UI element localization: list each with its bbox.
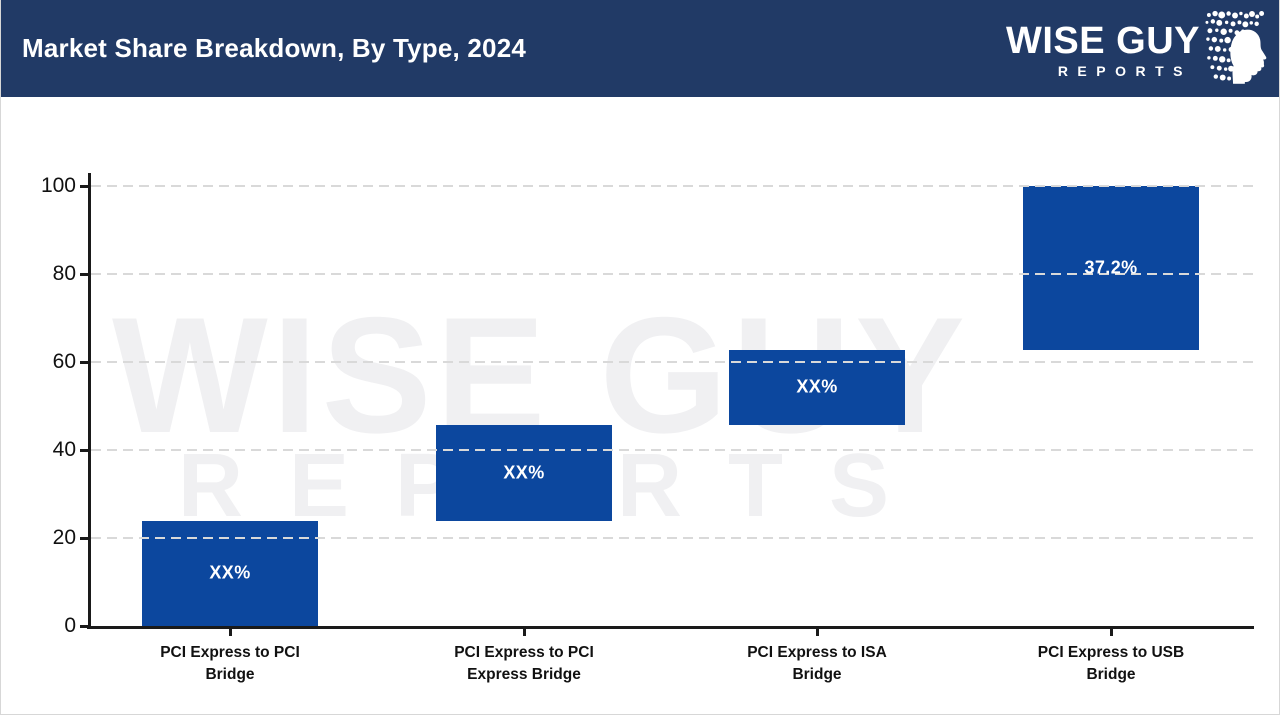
y-tick-label: 100 bbox=[40, 174, 76, 197]
y-tick-label: 0 bbox=[64, 614, 76, 637]
y-tick-mark bbox=[80, 625, 88, 628]
x-tick-mark bbox=[229, 628, 232, 636]
brand-logo-name: WISE GUY bbox=[1005, 20, 1200, 62]
bar-value-label: XX% bbox=[503, 462, 545, 483]
header-bar: Market Share Breakdown, By Type, 2024 WI… bbox=[0, 0, 1280, 97]
y-axis bbox=[88, 173, 91, 628]
y-tick-label: 60 bbox=[52, 350, 76, 373]
x-tick-label: PCI Express to ISA Bridge bbox=[747, 644, 887, 683]
x-tick-label: PCI Express to USB Bridge bbox=[1037, 644, 1185, 683]
x-tick-label: PCI Express to PCI Express Bridge bbox=[454, 644, 594, 683]
y-tick-mark bbox=[80, 449, 88, 452]
bar-value-label: XX% bbox=[796, 376, 838, 397]
brand-face-icon bbox=[1204, 10, 1268, 84]
y-tick-mark bbox=[80, 537, 88, 540]
brand-logo: WISE GUY REPORTS bbox=[1006, 6, 1268, 92]
x-tick-mark bbox=[1110, 628, 1113, 636]
x-tick-label: PCI Express to PCI Bridge bbox=[160, 644, 300, 683]
y-tick-mark bbox=[80, 185, 88, 188]
gridline bbox=[91, 361, 1253, 363]
gridline bbox=[91, 449, 1253, 451]
chart-title: Market Share Breakdown, By Type, 2024 bbox=[22, 33, 527, 63]
brand-logo-tagline: REPORTS bbox=[1057, 63, 1192, 79]
bar-value-label: XX% bbox=[209, 562, 251, 583]
y-tick-label: 20 bbox=[52, 526, 76, 549]
bar-value-label: 37.2% bbox=[1084, 257, 1138, 278]
gridline bbox=[91, 537, 1253, 539]
y-tick-mark bbox=[80, 361, 88, 364]
gridline bbox=[91, 273, 1253, 275]
bar-segment bbox=[436, 424, 612, 521]
bar-segment bbox=[1023, 186, 1199, 350]
x-tick-mark bbox=[816, 628, 819, 636]
chart-plot-area: WISE GUY REPORTS XX%XX%XX%37.2%020406080… bbox=[0, 97, 1280, 715]
y-tick-mark bbox=[80, 273, 88, 276]
x-axis bbox=[87, 626, 1254, 629]
x-tick-mark bbox=[523, 628, 526, 636]
y-tick-label: 40 bbox=[52, 438, 76, 461]
y-tick-label: 80 bbox=[52, 262, 76, 285]
gridline bbox=[91, 185, 1253, 187]
